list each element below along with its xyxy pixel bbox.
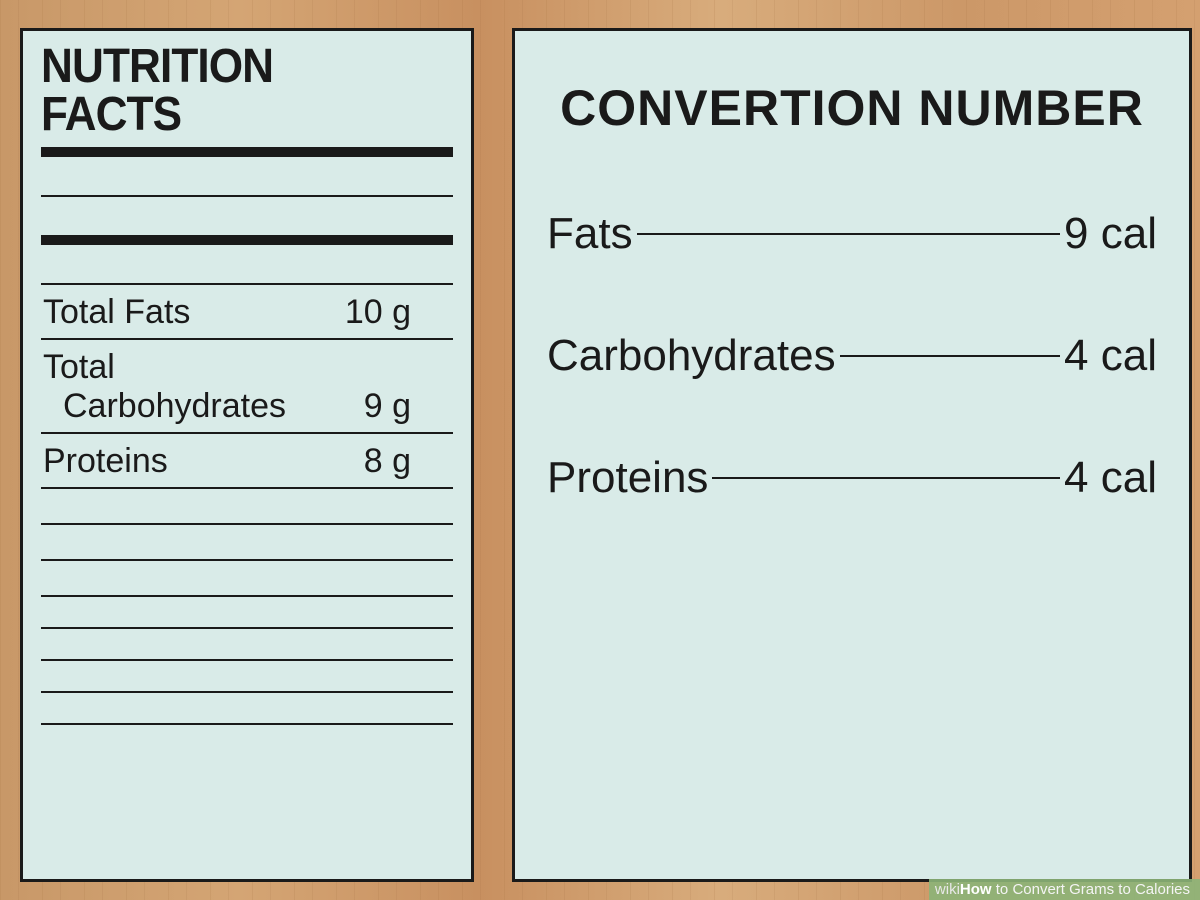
conversion-row-fats: Fats 9 cal	[547, 209, 1157, 259]
row-value: 9 g	[364, 387, 451, 426]
blank-row	[41, 693, 453, 723]
row-label: Proteins	[43, 442, 168, 481]
connector-line	[712, 477, 1060, 479]
row-label: Total Carbohydrates	[43, 348, 286, 426]
row-label: Carbohydrates	[547, 331, 836, 381]
connector-line	[637, 233, 1060, 235]
row-label: Fats	[547, 209, 633, 259]
row-value: 4 cal	[1064, 331, 1157, 381]
divider-thick	[41, 235, 453, 245]
watermark-brand: How	[960, 881, 992, 898]
blank-row	[41, 629, 453, 659]
conversion-row-proteins: Proteins 4 cal	[547, 453, 1157, 503]
nutrition-row-proteins: Proteins 8 g	[41, 434, 453, 487]
row-value: 10 g	[345, 293, 451, 332]
row-value: 4 cal	[1064, 453, 1157, 503]
watermark: wikiHow to Convert Grams to Calories	[929, 879, 1200, 900]
conversion-panel: CONVERTION NUMBER Fats 9 cal Carbohydrat…	[512, 28, 1192, 882]
blank-row	[41, 249, 453, 283]
blank-row	[41, 197, 453, 231]
watermark-prefix: wiki	[935, 881, 960, 898]
nutrition-row-carbs: Total Carbohydrates 9 g	[41, 340, 453, 432]
nutrition-facts-panel: NUTRITION FACTS Total Fats 10 g Total Ca…	[20, 28, 474, 882]
blank-row	[41, 561, 453, 595]
row-label: Total Fats	[43, 293, 190, 332]
blank-row	[41, 525, 453, 559]
blank-row	[41, 161, 453, 195]
watermark-text: to Convert Grams to Calories	[992, 881, 1190, 898]
row-value: 9 cal	[1064, 209, 1157, 259]
connector-line	[840, 355, 1060, 357]
blank-row	[41, 489, 453, 523]
conversion-row-carbs: Carbohydrates 4 cal	[547, 331, 1157, 381]
divider-thick	[41, 147, 453, 157]
blank-row	[41, 597, 453, 627]
conversion-title: CONVERTION NUMBER	[547, 79, 1157, 137]
row-value: 8 g	[364, 442, 451, 481]
nutrition-row-fats: Total Fats 10 g	[41, 285, 453, 338]
nutrition-title: NUTRITION FACTS	[41, 43, 420, 139]
row-label: Proteins	[547, 453, 708, 503]
blank-row	[41, 661, 453, 691]
divider-thin	[41, 723, 453, 725]
